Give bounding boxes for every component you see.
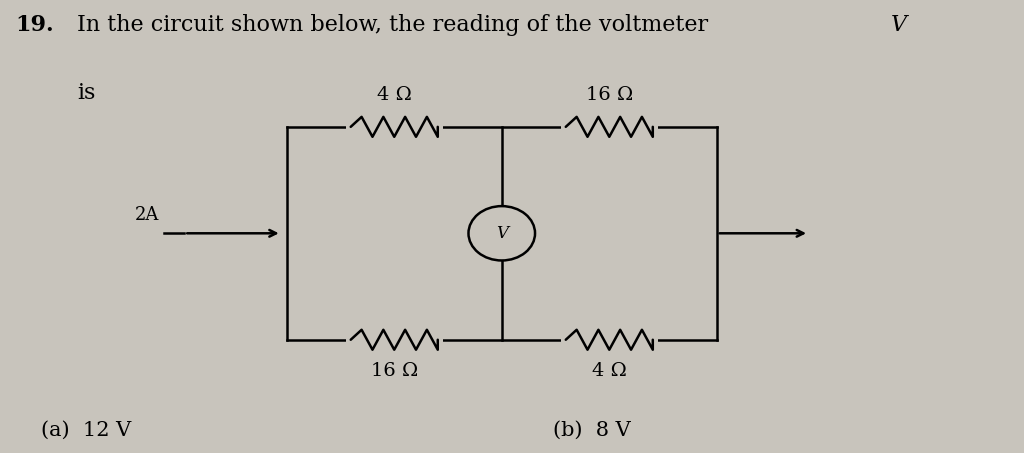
- Text: 4 Ω: 4 Ω: [377, 86, 412, 104]
- Text: (a)  12 V: (a) 12 V: [41, 420, 131, 439]
- Text: 19.: 19.: [15, 14, 54, 36]
- Ellipse shape: [469, 206, 535, 260]
- Text: 4 Ω: 4 Ω: [592, 362, 627, 381]
- Text: (b)  8 V: (b) 8 V: [553, 420, 631, 439]
- FancyBboxPatch shape: [346, 113, 442, 140]
- Text: V: V: [496, 225, 508, 242]
- Text: V: V: [891, 14, 907, 36]
- Text: In the circuit shown below, the reading of the voltmeter: In the circuit shown below, the reading …: [77, 14, 715, 36]
- Text: 16 Ω: 16 Ω: [371, 362, 418, 381]
- FancyBboxPatch shape: [561, 326, 657, 353]
- FancyBboxPatch shape: [561, 113, 657, 140]
- Text: 16 Ω: 16 Ω: [586, 86, 633, 104]
- Text: 2A: 2A: [134, 206, 159, 224]
- FancyBboxPatch shape: [346, 326, 442, 353]
- Text: is: is: [77, 82, 95, 104]
